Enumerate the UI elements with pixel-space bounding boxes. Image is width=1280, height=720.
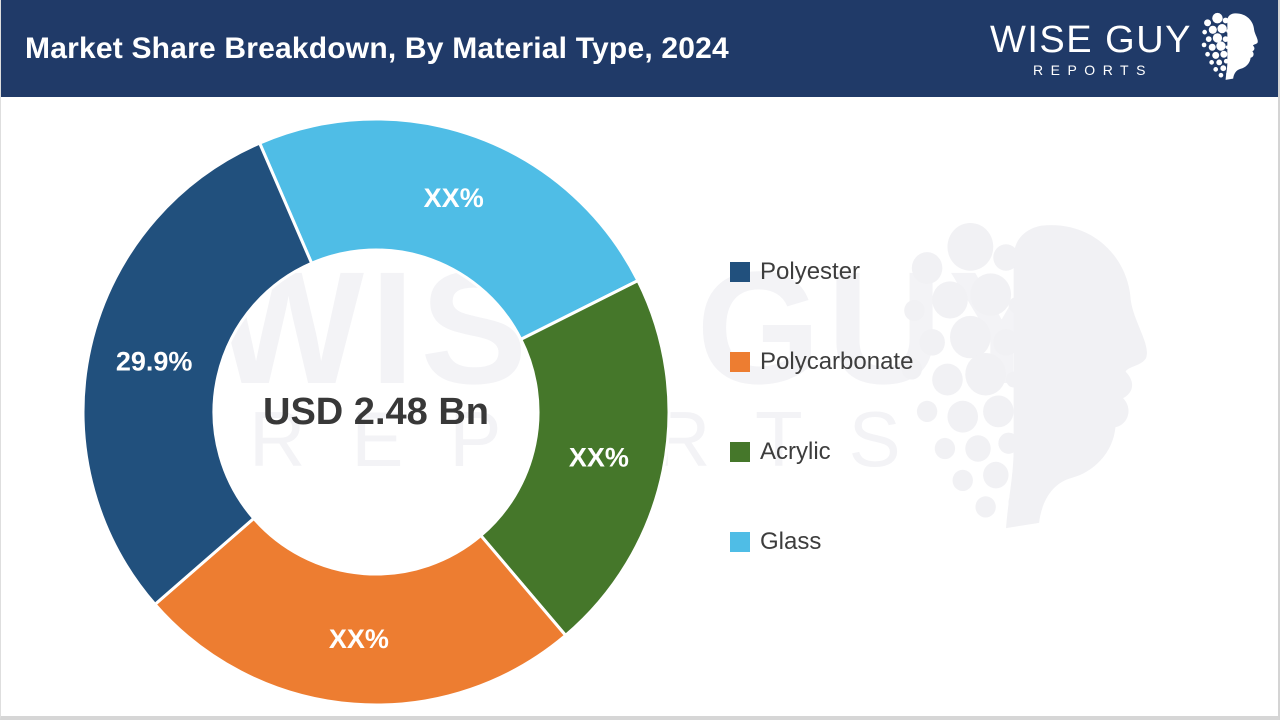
page-title: Market Share Breakdown, By Material Type…: [25, 31, 729, 65]
slice-glass: [258, 117, 640, 341]
slice-polyester: [81, 141, 314, 606]
legend-label: Glass: [760, 528, 822, 555]
chart-legend: Polyester Polycarbonate Acrylic Glass: [730, 260, 913, 554]
legend-item-polyester: Polyester: [730, 260, 913, 284]
logo-subtitle: REPORTS: [1033, 61, 1153, 78]
legend-swatch: [730, 352, 750, 372]
header-bar: Market Share Breakdown, By Material Type…: [1, 0, 1278, 97]
legend-label: Polycarbonate: [760, 348, 914, 375]
slice-label-acrylic: XX%: [569, 442, 629, 472]
donut-center-label: USD 2.48 Bn: [263, 391, 489, 433]
donut-slices: [81, 117, 671, 707]
legend-item-acrylic: Acrylic: [730, 440, 913, 464]
logo-text: WISE GUY REPORTS: [990, 21, 1192, 77]
legend-label: Acrylic: [760, 438, 831, 465]
watermark-head-icon: [894, 215, 1174, 560]
donut-chart: XX% XX% XX% 29.9% USD 2.48 Bn: [81, 117, 671, 707]
slice-label-polyester: 29.9%: [116, 347, 193, 377]
wiseguy-head-icon: [1200, 10, 1264, 88]
legend-swatch: [730, 532, 750, 552]
slice-polycarbonate: [153, 516, 568, 707]
legend-label: Polyester: [760, 258, 861, 285]
legend-swatch: [730, 262, 750, 282]
slice-label-polycarbonate: XX%: [329, 624, 389, 654]
slice-label-glass: XX%: [424, 183, 484, 213]
legend-swatch: [730, 442, 750, 462]
wiseguy-logo: WISE GUY REPORTS: [990, 10, 1264, 88]
logo-wordmark: WISE GUY: [989, 18, 1192, 61]
legend-item-polycarbonate: Polycarbonate: [730, 350, 913, 374]
donut-slice-labels: XX% XX% XX% 29.9%: [116, 183, 629, 654]
slice-acrylic: [479, 279, 671, 637]
legend-item-glass: Glass: [730, 530, 913, 554]
